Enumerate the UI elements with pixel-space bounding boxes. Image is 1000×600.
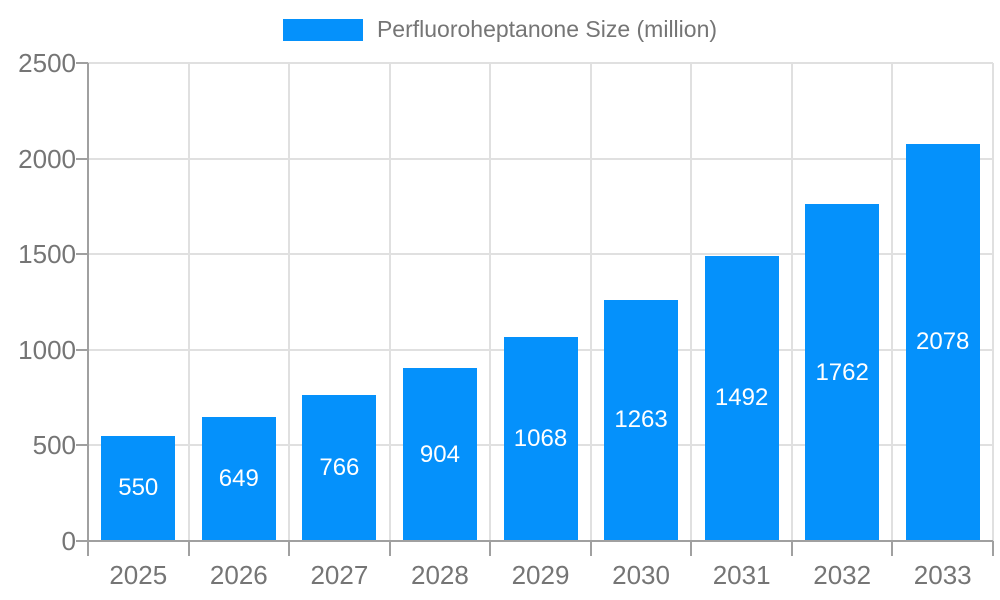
y-axis-tick-label: 500 — [32, 430, 76, 461]
x-axis-tick — [589, 541, 592, 556]
bar: 1068 — [503, 336, 578, 541]
x-axis-tick — [690, 541, 693, 556]
bar: 550 — [101, 435, 176, 541]
bar-value-label: 1762 — [815, 358, 869, 386]
bar-value-label: 1068 — [513, 424, 568, 452]
x-axis-tick-label: 2030 — [612, 560, 670, 590]
x-axis-tick — [388, 541, 391, 556]
x-axis-tick — [891, 541, 894, 556]
x-axis-tick-label: 2028 — [411, 560, 469, 590]
x-gridline — [489, 63, 492, 541]
x-gridline — [187, 63, 190, 541]
y-axis-tick-label: 2500 — [18, 48, 76, 78]
bar-value-label: 1492 — [714, 384, 769, 412]
x-gridline — [992, 63, 994, 541]
y-axis-tick-label: 1500 — [18, 239, 76, 270]
x-axis-tick-label: 2025 — [109, 560, 168, 590]
y-axis-tick — [76, 157, 88, 160]
x-gridline — [891, 63, 894, 541]
legend-label: Perfluoroheptanone Size (million) — [376, 16, 718, 42]
chart-legend[interactable]: Perfluoroheptanone Size (million) — [0, 16, 1000, 43]
x-axis-tick — [288, 541, 291, 556]
x-gridline — [790, 63, 793, 541]
y-axis-tick-label: 0 — [61, 526, 76, 556]
bar: 1492 — [704, 255, 779, 541]
bar-value-label: 766 — [319, 453, 360, 481]
y-axis-tick — [76, 253, 88, 256]
bar-value-label: 649 — [218, 464, 259, 492]
y-axis-tick-label: 1000 — [18, 334, 76, 365]
x-axis-tick — [790, 541, 793, 556]
x-axis-line — [76, 540, 993, 542]
bar-value-label: 1263 — [614, 406, 668, 434]
x-gridline — [690, 63, 693, 541]
x-axis-tick — [187, 541, 190, 556]
y-gridline — [88, 253, 993, 256]
bar-value-label: 904 — [419, 440, 460, 468]
x-axis-tick-label: 2027 — [310, 560, 369, 590]
y-gridline — [88, 62, 993, 64]
y-axis-line — [87, 63, 89, 556]
y-axis-tick — [76, 444, 88, 447]
y-axis-tick — [76, 348, 88, 351]
bar: 1263 — [604, 299, 679, 541]
x-axis-tick-label: 2029 — [511, 560, 570, 590]
bar: 904 — [402, 368, 477, 541]
x-axis-tick-label: 2032 — [813, 560, 872, 590]
bar: 766 — [302, 394, 377, 541]
y-gridline — [88, 157, 993, 160]
bar: 2078 — [905, 143, 980, 541]
x-gridline — [388, 63, 391, 541]
x-gridline — [589, 63, 592, 541]
x-axis-tick-label: 2026 — [209, 560, 268, 590]
bar-value-label: 2078 — [916, 328, 970, 356]
x-axis-tick-label: 2033 — [913, 560, 972, 590]
bar-value-label: 550 — [118, 474, 159, 502]
y-axis-tick — [76, 62, 88, 64]
bar: 1762 — [805, 204, 880, 541]
legend-swatch — [282, 18, 363, 41]
x-axis-tick-label: 2031 — [712, 560, 771, 590]
x-axis-tick — [992, 541, 994, 556]
x-gridline — [288, 63, 291, 541]
x-axis-tick — [489, 541, 492, 556]
bar: 649 — [201, 416, 276, 541]
y-axis-tick-label: 2000 — [18, 143, 76, 174]
